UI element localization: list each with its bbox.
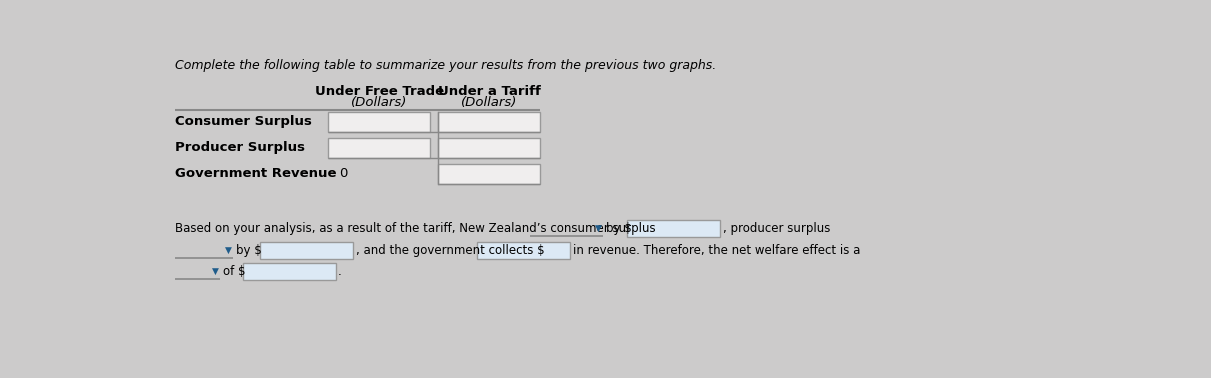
Bar <box>328 112 430 132</box>
Text: (Dollars): (Dollars) <box>351 96 407 109</box>
Bar <box>438 112 540 132</box>
Text: Under Free Trade: Under Free Trade <box>315 85 443 98</box>
Text: 0: 0 <box>339 167 348 180</box>
Text: Under a Tariff: Under a Tariff <box>438 85 541 98</box>
Text: Consumer Surplus: Consumer Surplus <box>174 115 311 128</box>
Text: (Dollars): (Dollars) <box>461 96 517 109</box>
Text: by $: by $ <box>236 245 262 257</box>
Text: ▼: ▼ <box>225 246 231 255</box>
Text: of $: of $ <box>223 265 245 278</box>
Text: in revenue. Therefore, the net welfare effect is a: in revenue. Therefore, the net welfare e… <box>573 245 860 257</box>
Text: by $: by $ <box>607 222 632 235</box>
Bar <box>438 164 540 184</box>
Bar <box>243 263 335 280</box>
Bar <box>260 242 352 259</box>
Text: , producer surplus: , producer surplus <box>723 222 831 235</box>
Text: ▼: ▼ <box>212 267 219 276</box>
Bar <box>477 242 570 259</box>
Text: Complete the following table to summarize your results from the previous two gra: Complete the following table to summariz… <box>174 59 716 72</box>
Bar <box>627 220 721 237</box>
Text: Government Revenue: Government Revenue <box>174 167 337 180</box>
Text: .: . <box>338 265 342 278</box>
Bar <box>438 138 540 158</box>
Text: Based on your analysis, as a result of the tariff, New Zealand’s consumer surplu: Based on your analysis, as a result of t… <box>174 222 655 235</box>
Bar <box>328 138 430 158</box>
Text: ▼: ▼ <box>596 224 602 233</box>
Text: , and the government collects $: , and the government collects $ <box>356 245 545 257</box>
Text: Producer Surplus: Producer Surplus <box>174 141 305 154</box>
